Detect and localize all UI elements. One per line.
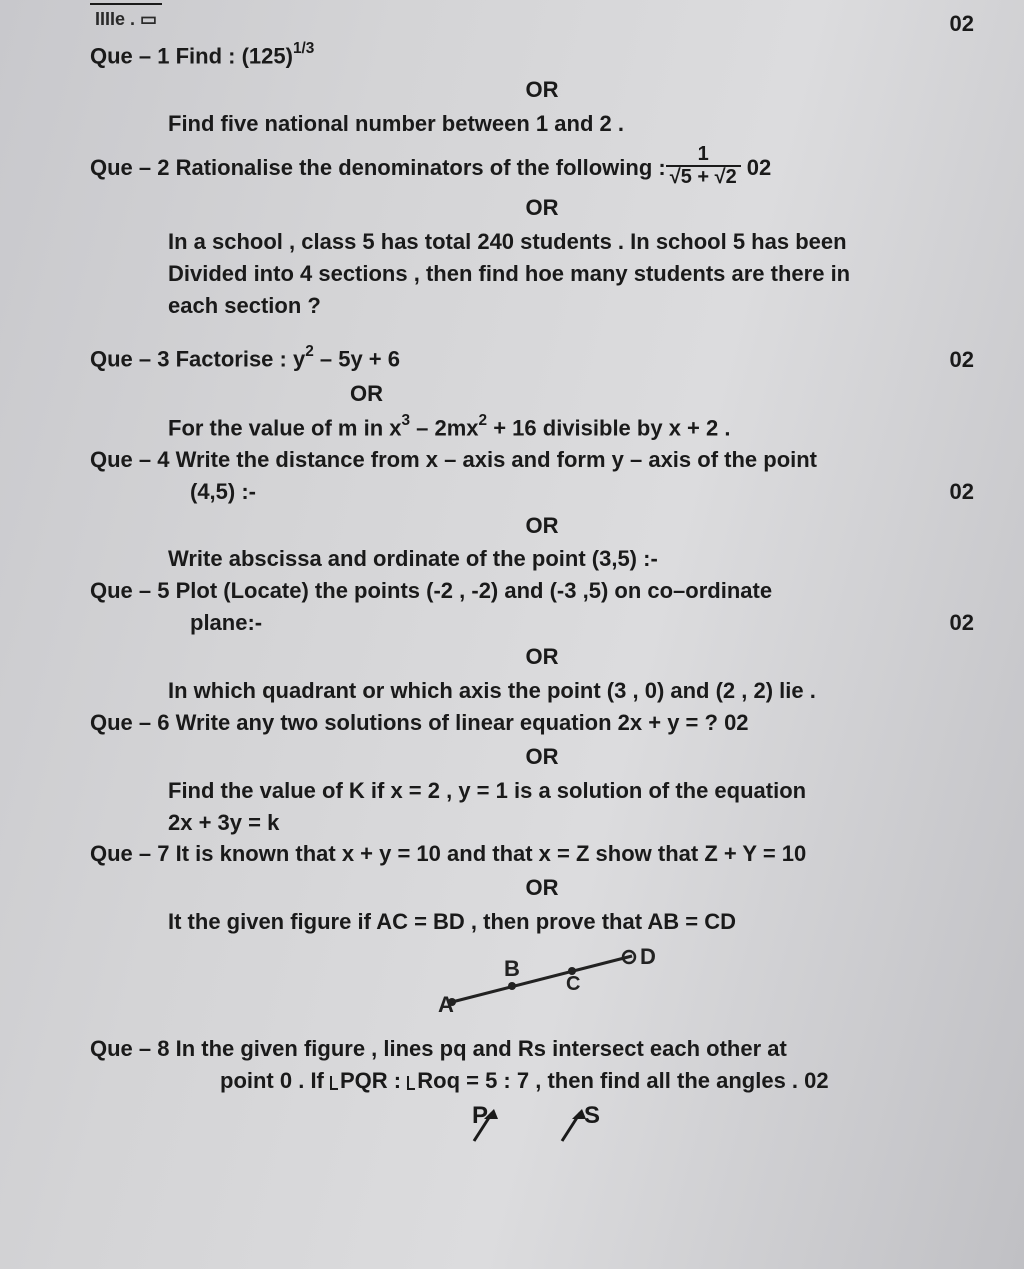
- q3-exp1: 2: [305, 343, 314, 360]
- q6-alt2: 2x + 3y = k: [90, 807, 994, 839]
- q3-alt-exp1: 3: [401, 412, 410, 429]
- q3-label: Que – 3 Factorise : y: [90, 347, 305, 372]
- q2-fraction: 1 √5 + √2: [666, 144, 741, 188]
- q8-line2: point 0 . If PQR : Roq = 5 : 7 , then fi…: [90, 1065, 994, 1097]
- q5-label: Que – 5 Plot (Locate) the points (-2 , -…: [90, 575, 994, 607]
- q4-marks: 02: [950, 476, 974, 508]
- q8-pqr: PQR: [340, 1068, 388, 1093]
- q2-alt1: In a school , class 5 has total 240 stud…: [90, 226, 994, 258]
- q6-alt1: Find the value of K if x = 2 , y = 1 is …: [90, 775, 994, 807]
- q1-text: IIIIe . ▭ Que – 1 Find : (125)1/3: [90, 8, 314, 72]
- svg-text:C: C: [566, 973, 580, 995]
- q5-or: OR: [90, 641, 994, 673]
- svg-text:D: D: [640, 944, 656, 969]
- q4-alt: Write abscissa and ordinate of the point…: [90, 543, 994, 575]
- svg-text:A: A: [438, 992, 454, 1014]
- q1-alt: Find five national number between 1 and …: [90, 108, 994, 140]
- q2-marks: 02: [747, 152, 771, 184]
- q5-alt: In which quadrant or which axis the poin…: [90, 675, 994, 707]
- q3-alt-a: For the value of m in x: [168, 415, 401, 440]
- q6-or: OR: [90, 741, 994, 773]
- q8-figure: P S: [90, 1101, 994, 1152]
- q5-label2: plane:-: [90, 607, 262, 639]
- q5-marks: 02: [950, 607, 974, 639]
- q3-alt: For the value of m in x3 – 2mx2 + 16 div…: [90, 412, 994, 444]
- q1-or: OR: [90, 74, 994, 106]
- q7-alt: It the given figure if AC = BD , then pr…: [90, 906, 994, 938]
- q5-row2: plane:- 02: [90, 607, 994, 639]
- q8-line2b: = 5 : 7 , then find all the angles . 02: [460, 1068, 829, 1093]
- q2-row: Que – 2 Rationalise the denominators of …: [90, 146, 994, 190]
- q3-alt-c: + 16 divisible by x + 2 .: [487, 415, 730, 440]
- angle-icon-2: [407, 1076, 415, 1090]
- q7-or: OR: [90, 872, 994, 904]
- q3-or: OR: [90, 378, 994, 410]
- angle-icon: [330, 1076, 338, 1090]
- q8-colon: :: [388, 1068, 408, 1093]
- svg-text:S: S: [584, 1102, 600, 1129]
- exam-page: IIIIe . ▭ Que – 1 Find : (125)1/3 02 OR …: [0, 0, 1024, 1269]
- q3-alt-exp2: 2: [479, 412, 488, 429]
- q4-point: (4,5) :-: [90, 476, 256, 508]
- q4-label: Que – 4 Write the distance from x – axis…: [90, 444, 994, 476]
- q2-or: OR: [90, 192, 994, 224]
- q7-figure: A B C D: [90, 944, 994, 1023]
- svg-text:B: B: [504, 956, 520, 981]
- q6-label: Que – 6 Write any two solutions of linea…: [90, 707, 994, 739]
- q2-alt2: Divided into 4 sections , then find hoe …: [90, 258, 994, 290]
- q3-row: Que – 3 Factorise : y2 – 5y + 6 02: [90, 343, 994, 375]
- q8-label: Que – 8 In the given figure , lines pq a…: [90, 1033, 994, 1065]
- q2-label: Que – 2 Rationalise the denominators of …: [90, 152, 666, 184]
- q2-num: 1: [666, 144, 741, 167]
- q2-alt3: each section ?: [90, 290, 994, 322]
- q3-alt-b: – 2mx: [410, 415, 479, 440]
- q7-label: Que – 7 It is known that x + y = 10 and …: [90, 838, 994, 870]
- q1-row: IIIIe . ▭ Que – 1 Find : (125)1/3 02: [90, 8, 994, 72]
- q3-marks: 02: [950, 344, 974, 376]
- q2-den: √5 + √2: [666, 167, 741, 188]
- q1-marks: 02: [950, 8, 974, 40]
- q4-row2: (4,5) :- 02: [90, 476, 994, 508]
- q1-exp: 1/3: [293, 40, 314, 57]
- q3-rest: – 5y + 6: [314, 347, 400, 372]
- q8-line2a: point 0 . If: [220, 1068, 330, 1093]
- q4-or: OR: [90, 510, 994, 542]
- q3-text: Que – 3 Factorise : y2 – 5y + 6: [90, 343, 400, 375]
- q8-roq: Roq: [417, 1068, 460, 1093]
- q1-label: Que – 1 Find : (125): [90, 43, 293, 68]
